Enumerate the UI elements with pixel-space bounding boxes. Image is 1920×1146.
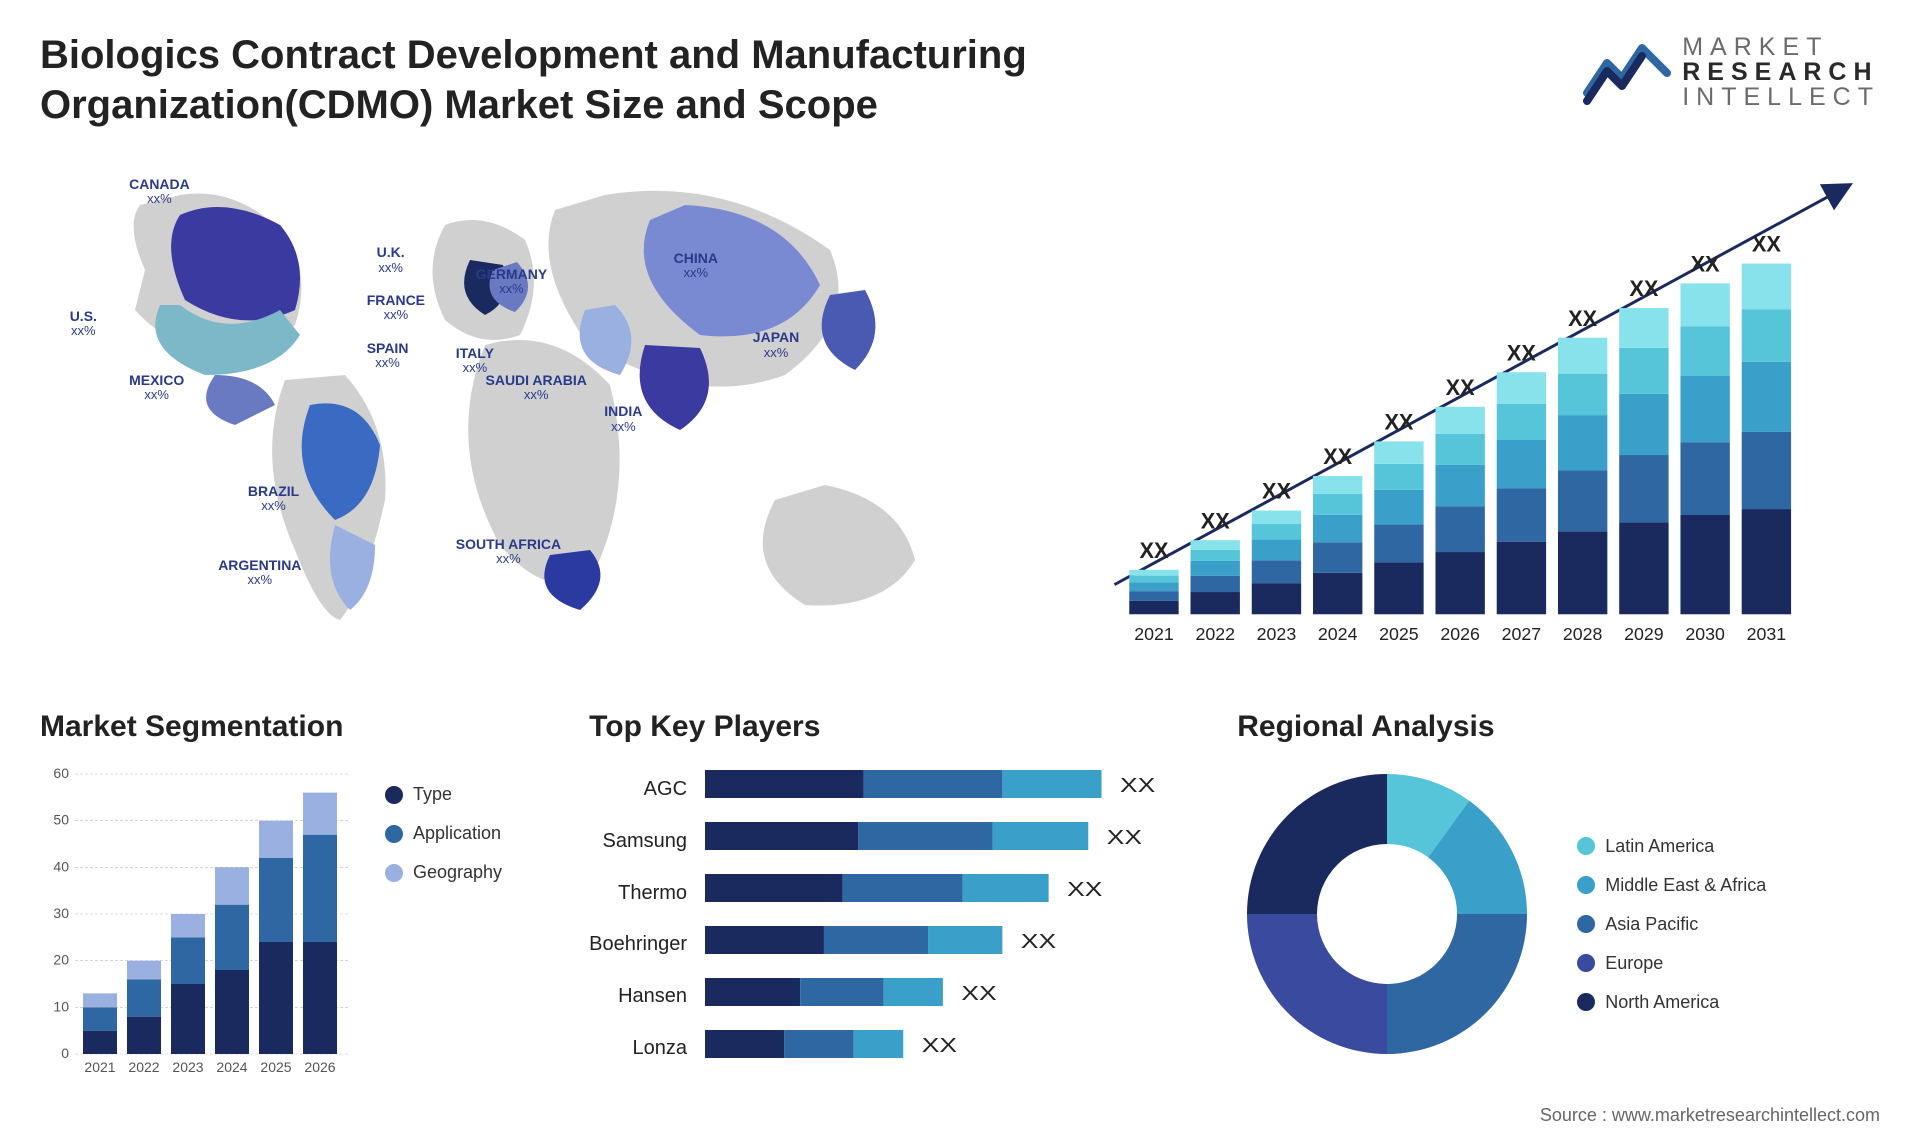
map-label: CHINAxx%	[674, 251, 718, 281]
svg-text:XX: XX	[961, 982, 997, 1004]
key-player-label: Thermo	[589, 882, 687, 905]
svg-text:XX: XX	[1568, 306, 1597, 331]
svg-text:XX: XX	[1021, 930, 1057, 952]
logo-mark-icon	[1582, 38, 1672, 108]
svg-text:0: 0	[61, 1045, 69, 1061]
map-label: U.K.xx%	[377, 245, 405, 275]
svg-text:XX: XX	[1262, 479, 1291, 504]
source-text: Source : www.marketresearchintellect.com	[1540, 1105, 1880, 1126]
world-map-icon	[40, 150, 1030, 680]
map-label: CANADAxx%	[129, 177, 190, 207]
svg-text:XX: XX	[1201, 508, 1230, 533]
page-title: Biologics Contract Development and Manuf…	[40, 30, 1040, 130]
legend-item: Europe	[1577, 953, 1766, 974]
svg-text:XX: XX	[1323, 444, 1352, 469]
svg-text:2021: 2021	[1134, 624, 1174, 644]
key-player-label: Hansen	[589, 985, 687, 1008]
svg-text:50: 50	[53, 812, 69, 828]
regional-legend: Latin America Middle East & Africa Asia Pa…	[1577, 836, 1766, 1013]
map-label: SAUDI ARABIAxx%	[486, 373, 587, 403]
svg-text:XX: XX	[1446, 375, 1475, 400]
key-players-labels: AGC Samsung Thermo Boehringer Hansen Lonza	[589, 764, 695, 1074]
svg-text:XX: XX	[1067, 878, 1103, 900]
map-label: FRANCExx%	[367, 293, 425, 323]
svg-text:2025: 2025	[1379, 624, 1419, 644]
svg-text:30: 30	[53, 905, 69, 921]
legend-item: North America	[1577, 992, 1766, 1013]
regional-donut-chart	[1237, 764, 1537, 1064]
svg-text:2023: 2023	[172, 1059, 203, 1075]
map-label: MEXICOxx%	[129, 373, 184, 403]
legend-item: Middle East & Africa	[1577, 875, 1766, 896]
growth-chart-panel: XX 2021 XX 2022 XX 2023 XX 2024 XX 2025 XX 2026 XX 20…	[1070, 150, 1880, 680]
svg-text:XX: XX	[1107, 826, 1143, 848]
key-players-panel: Top Key Players AGC Samsung Thermo Boehring…	[589, 710, 1207, 1110]
svg-text:2021: 2021	[84, 1059, 115, 1075]
svg-text:2028: 2028	[1563, 624, 1603, 644]
svg-text:XX: XX	[1752, 232, 1781, 257]
svg-text:2022: 2022	[1195, 624, 1235, 644]
svg-text:2024: 2024	[216, 1059, 247, 1075]
map-label: SOUTH AFRICAxx%	[456, 537, 561, 567]
logo-line3: INTELLECT	[1682, 85, 1880, 110]
segmentation-panel: Market Segmentation 0 10 20 30 40 50 60 2021 202…	[40, 710, 559, 1110]
brand-logo: MARKET RESEARCH INTELLECT	[1582, 35, 1880, 110]
key-player-label: AGC	[589, 778, 687, 801]
world-map-panel: CANADAxx% U.S.xx% MEXICOxx% BRAZILxx% ARGENT…	[40, 150, 1030, 680]
map-label: GERMANYxx%	[476, 267, 548, 297]
logo-line1: MARKET	[1682, 35, 1880, 60]
regional-title: Regional Analysis	[1237, 710, 1880, 744]
svg-text:XX: XX	[1691, 252, 1720, 277]
svg-text:2026: 2026	[1440, 624, 1480, 644]
key-players-title: Top Key Players	[589, 710, 1207, 744]
svg-text:2031: 2031	[1747, 624, 1787, 644]
map-label: U.S.xx%	[70, 309, 97, 339]
segmentation-legend: Type Application Geography	[385, 784, 502, 883]
svg-text:40: 40	[53, 858, 69, 874]
key-player-label: Lonza	[589, 1037, 687, 1060]
svg-text:XX: XX	[1507, 340, 1536, 365]
svg-text:XX: XX	[922, 1034, 958, 1056]
svg-text:2024: 2024	[1318, 624, 1358, 644]
map-label: JAPANxx%	[753, 330, 799, 360]
legend-item: Latin America	[1577, 836, 1766, 857]
svg-text:2030: 2030	[1685, 624, 1725, 644]
svg-text:2022: 2022	[128, 1059, 159, 1075]
segmentation-title: Market Segmentation	[40, 710, 559, 744]
regional-panel: Regional Analysis Latin America Middle Ea…	[1237, 710, 1880, 1110]
map-label: SPAINxx%	[367, 341, 409, 371]
map-label: ARGENTINAxx%	[218, 558, 301, 588]
key-player-label: Boehringer	[589, 933, 687, 956]
key-player-label: Samsung	[589, 830, 687, 853]
svg-text:20: 20	[53, 952, 69, 968]
svg-text:10: 10	[53, 998, 69, 1014]
segmentation-bar-chart: 0 10 20 30 40 50 60 2021 2022 2023 2024 2025 2026	[40, 764, 360, 1084]
growth-bar-chart: XX 2021 XX 2022 XX 2023 XX 2024 XX 2025 XX 2026 XX 20…	[1070, 150, 1880, 664]
map-label: BRAZILxx%	[248, 484, 299, 514]
legend-item: Asia Pacific	[1577, 914, 1766, 935]
svg-text:XX: XX	[1384, 410, 1413, 435]
map-label: INDIAxx%	[604, 404, 642, 434]
key-players-bar-chart: XX XX XX XX XX XX	[705, 764, 1207, 1074]
legend-item: Application	[385, 823, 502, 844]
svg-text:60: 60	[53, 765, 69, 781]
svg-text:2023: 2023	[1257, 624, 1297, 644]
svg-text:XX: XX	[1139, 538, 1168, 563]
logo-line2: RESEARCH	[1682, 60, 1880, 85]
legend-item: Type	[385, 784, 502, 805]
svg-text:XX: XX	[1629, 276, 1658, 301]
svg-text:2025: 2025	[260, 1059, 291, 1075]
svg-text:2026: 2026	[304, 1059, 335, 1075]
legend-item: Geography	[385, 862, 502, 883]
svg-text:2027: 2027	[1502, 624, 1542, 644]
svg-text:2029: 2029	[1624, 624, 1664, 644]
svg-text:XX: XX	[1120, 774, 1156, 796]
